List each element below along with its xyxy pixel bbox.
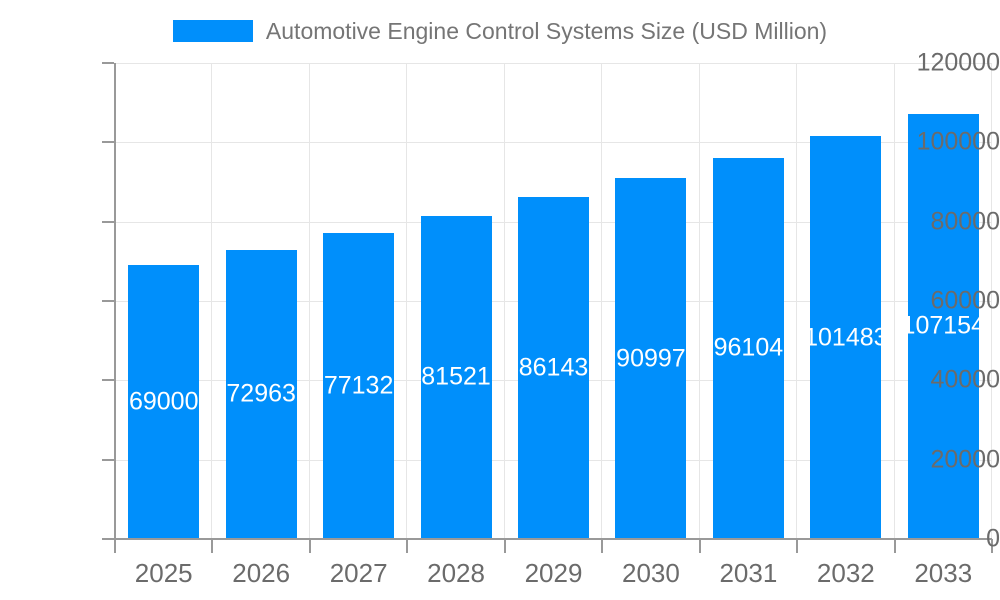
y-axis-line <box>114 63 116 553</box>
x-axis-label: 2027 <box>329 558 388 588</box>
h-gridline <box>115 63 992 64</box>
x-tick-mark <box>893 539 896 553</box>
x-axis-label: 2029 <box>524 558 583 588</box>
x-axis-label: 2028 <box>427 558 485 588</box>
x-axis-label: 2032 <box>816 558 875 588</box>
bar-2032[interactable] <box>810 136 882 539</box>
y-axis-label: 40000 <box>930 365 1000 394</box>
y-tick-mark <box>102 538 114 540</box>
bar-2026[interactable] <box>225 249 297 539</box>
x-tick-mark <box>991 539 993 553</box>
bar-2030[interactable] <box>615 178 687 539</box>
v-gridline <box>893 63 895 539</box>
x-tick-mark <box>406 539 409 553</box>
v-gridline <box>406 63 408 539</box>
x-tick-mark <box>601 539 604 553</box>
x-axis-label: 2033 <box>914 558 973 588</box>
x-axis-label: 2031 <box>719 558 778 588</box>
y-axis-label: 80000 <box>930 207 1000 236</box>
v-gridline <box>991 63 992 539</box>
v-gridline <box>796 63 798 539</box>
y-tick-mark <box>102 379 114 382</box>
y-tick-mark <box>102 141 114 144</box>
plot-area: 69000 72963 77132 81521 86143 90997 96104 10148… <box>102 62 993 553</box>
y-tick-mark <box>102 62 114 64</box>
bar-2031[interactable] <box>712 157 784 539</box>
x-tick-mark <box>503 539 506 553</box>
legend-label: Automotive Engine Control Systems Size (… <box>265 18 828 44</box>
bar-2025[interactable] <box>128 265 200 539</box>
x-tick-mark <box>308 539 311 553</box>
h-gridline <box>115 142 992 144</box>
y-axis-label: 120000 <box>916 48 1000 77</box>
legend-marker-swatch <box>172 20 253 42</box>
v-gridline <box>211 63 213 539</box>
chart-legend[interactable]: Automotive Engine Control Systems Size (… <box>0 18 1000 44</box>
y-tick-mark <box>102 458 114 461</box>
bar-2029[interactable] <box>518 197 589 539</box>
x-axis-label: 2026 <box>232 558 291 588</box>
y-axis-label: 20000 <box>930 445 1000 474</box>
x-axis-label: 2025 <box>134 558 193 588</box>
x-axis-line <box>115 538 992 540</box>
y-tick-mark <box>102 300 114 302</box>
bar-2027[interactable] <box>323 233 395 539</box>
x-tick-mark <box>211 539 214 553</box>
y-axis-label: 60000 <box>930 286 1000 315</box>
x-tick-mark <box>698 539 701 553</box>
x-tick-mark <box>796 539 799 553</box>
bar-2033[interactable] <box>907 113 979 539</box>
v-gridline <box>698 63 700 539</box>
bar-2028[interactable] <box>420 215 492 539</box>
y-axis-label: 100000 <box>916 127 1000 156</box>
y-tick-mark <box>102 220 114 223</box>
v-gridline <box>503 63 505 539</box>
v-gridline <box>308 63 310 539</box>
y-axis-label: 0 <box>986 524 1000 553</box>
x-axis-label: 2030 <box>622 558 680 588</box>
v-gridline <box>601 63 603 539</box>
